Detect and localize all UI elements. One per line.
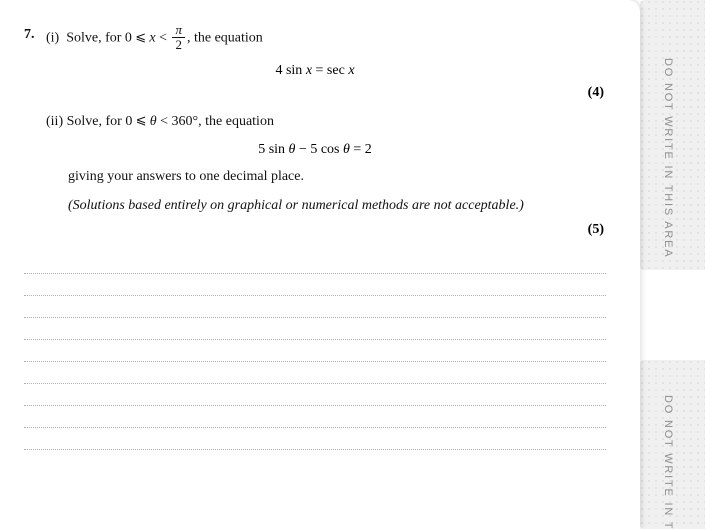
equation-ii-text: 5 sin θ − 5 cos θ = 2 xyxy=(258,142,372,158)
part-i-text-b: , the equation xyxy=(187,31,263,46)
part-ii-note: (Solutions based entirely on graphical o… xyxy=(24,195,606,216)
frac-den: 2 xyxy=(172,38,185,52)
question-7-part-i: 7. (i) Solve, for 0 ⩽ x < π2, the equati… xyxy=(24,24,606,53)
part-ii-body: (ii) Solve, for 0 ⩽ θ < 360°, the equati… xyxy=(46,111,606,132)
answer-line xyxy=(24,318,606,340)
part-ii-label: (ii) xyxy=(46,114,63,129)
answer-line xyxy=(24,340,606,362)
answer-line xyxy=(24,406,606,428)
question-7-part-ii: (ii) Solve, for 0 ⩽ θ < 360°, the equati… xyxy=(24,111,606,132)
frac-num: π xyxy=(172,23,185,38)
margin-strip: DO NOT WRITE IN THIS AREA DO NOT WRITE I… xyxy=(640,0,705,529)
leq-symbol: ⩽ xyxy=(132,29,149,44)
margin-text-2: DO NOT WRITE IN THIS xyxy=(662,395,674,529)
fraction-pi-over-2: π2 xyxy=(172,23,185,52)
lt-symbol-2: < xyxy=(157,114,172,129)
marks-i: (4) xyxy=(24,85,606,101)
leq-symbol-2: ⩽ xyxy=(132,112,149,127)
var-theta: θ xyxy=(150,114,157,129)
note-text: (Solutions based entirely on graphical o… xyxy=(68,195,524,216)
lt-symbol: < xyxy=(156,31,171,46)
equation-ii: 5 sin θ − 5 cos θ = 2 xyxy=(24,142,606,158)
part-i-text-a: Solve, for 0 xyxy=(66,31,132,46)
followup-text: giving your answers to one decimal place… xyxy=(68,166,304,187)
answer-line xyxy=(24,274,606,296)
answer-line xyxy=(24,428,606,450)
question-body: (i) Solve, for 0 ⩽ x < π2, the equation xyxy=(46,24,606,53)
upper-360: 360° xyxy=(172,114,199,129)
part-i-label: (i) xyxy=(46,31,59,46)
question-number: 7. xyxy=(24,24,46,45)
answer-lines xyxy=(24,252,606,450)
margin-text-1: DO NOT WRITE IN THIS AREA xyxy=(662,58,674,258)
answer-line xyxy=(24,296,606,318)
part-ii-text-a: Solve, for 0 xyxy=(67,114,133,129)
part-ii-text-b: , the equation xyxy=(198,114,274,129)
answer-line xyxy=(24,362,606,384)
marks-ii: (5) xyxy=(24,222,606,238)
exam-page: 7. (i) Solve, for 0 ⩽ x < π2, the equati… xyxy=(0,0,640,529)
answer-line xyxy=(24,384,606,406)
equation-i: 4 sin x = sec x xyxy=(24,63,606,79)
part-ii-followup: giving your answers to one decimal place… xyxy=(24,166,606,187)
answer-line xyxy=(24,252,606,274)
equation-i-text: 4 sin x = sec x xyxy=(275,63,354,79)
